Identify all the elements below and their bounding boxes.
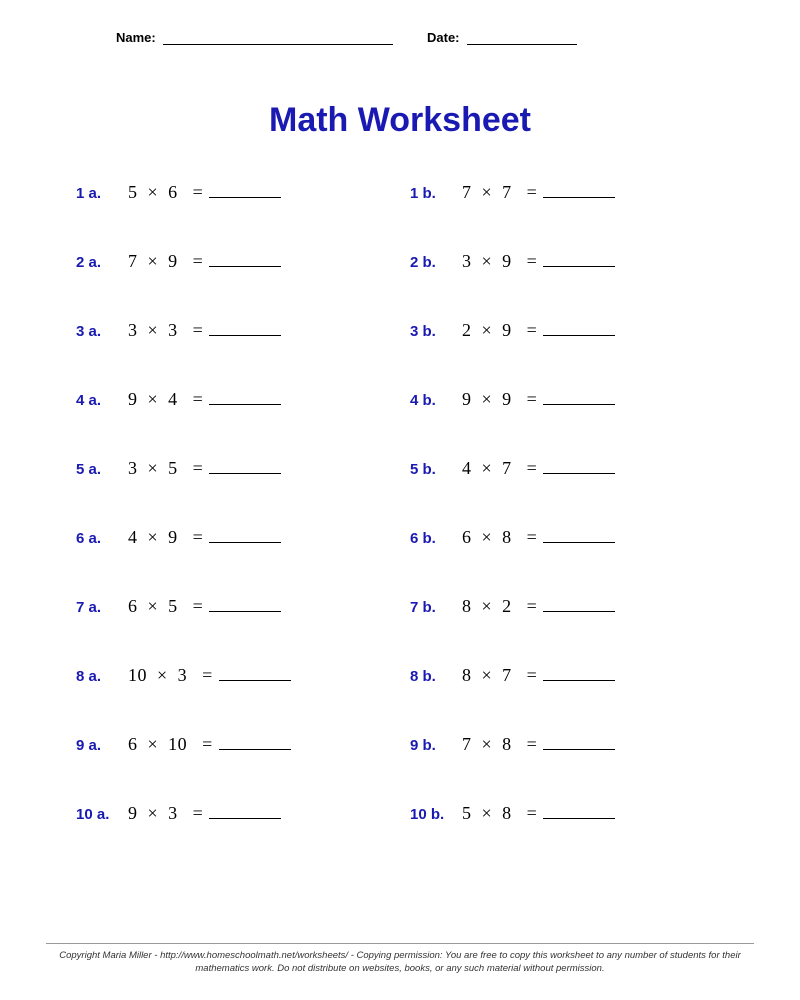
problem-label: 4 a. (76, 392, 128, 409)
worksheet-title: Math Worksheet (56, 101, 744, 140)
header-fields: Name: Date: (56, 30, 744, 45)
problem-expression: 3 × 9 = (462, 251, 537, 272)
problem-expression: 9 × 4 = (128, 389, 203, 410)
answer-blank[interactable] (209, 473, 281, 474)
problem-item: 1 b.7 × 7 = (410, 182, 744, 203)
problem-row: 9 a.6 × 10 =9 b.7 × 8 = (76, 734, 744, 755)
answer-blank[interactable] (543, 542, 615, 543)
answer-blank[interactable] (543, 473, 615, 474)
problem-item: 9 a.6 × 10 = (76, 734, 410, 755)
problem-label: 4 b. (410, 392, 462, 409)
problem-row: 7 a.6 × 5 =7 b.8 × 2 = (76, 596, 744, 617)
problem-label: 10 a. (76, 806, 128, 823)
problem-label: 6 a. (76, 530, 128, 547)
date-input-line[interactable] (467, 44, 577, 45)
problem-item: 6 b.6 × 8 = (410, 527, 744, 548)
problem-row: 4 a.9 × 4 =4 b.9 × 9 = (76, 389, 744, 410)
answer-blank[interactable] (209, 818, 281, 819)
problem-label: 7 b. (410, 599, 462, 616)
problem-expression: 7 × 9 = (128, 251, 203, 272)
problem-expression: 4 × 7 = (462, 458, 537, 479)
problem-item: 5 b.4 × 7 = (410, 458, 744, 479)
answer-blank[interactable] (543, 749, 615, 750)
problem-label: 10 b. (410, 806, 462, 823)
copyright-footer: Copyright Maria Miller - http://www.home… (46, 943, 754, 976)
problem-row: 6 a.4 × 9 =6 b.6 × 8 = (76, 527, 744, 548)
problem-row: 5 a.3 × 5 =5 b.4 × 7 = (76, 458, 744, 479)
worksheet-page: Name: Date: Math Worksheet 1 a.5 × 6 =1 … (0, 0, 800, 1000)
problem-label: 1 b. (410, 185, 462, 202)
problem-item: 9 b.7 × 8 = (410, 734, 744, 755)
problem-expression: 2 × 9 = (462, 320, 537, 341)
problem-label: 3 a. (76, 323, 128, 340)
problem-item: 10 a.9 × 3 = (76, 803, 410, 824)
answer-blank[interactable] (209, 542, 281, 543)
problem-expression: 3 × 3 = (128, 320, 203, 341)
problem-expression: 6 × 8 = (462, 527, 537, 548)
problem-label: 7 a. (76, 599, 128, 616)
problem-row: 1 a.5 × 6 =1 b.7 × 7 = (76, 182, 744, 203)
problem-expression: 8 × 7 = (462, 665, 537, 686)
problem-item: 1 a.5 × 6 = (76, 182, 410, 203)
name-input-line[interactable] (163, 44, 393, 45)
problem-label: 5 b. (410, 461, 462, 478)
problem-item: 5 a.3 × 5 = (76, 458, 410, 479)
problem-label: 2 a. (76, 254, 128, 271)
problem-item: 2 b.3 × 9 = (410, 251, 744, 272)
problem-item: 8 b.8 × 7 = (410, 665, 744, 686)
answer-blank[interactable] (543, 680, 615, 681)
problems-grid: 1 a.5 × 6 =1 b.7 × 7 =2 a.7 × 9 =2 b.3 ×… (56, 182, 744, 824)
problem-expression: 9 × 3 = (128, 803, 203, 824)
problem-item: 7 a.6 × 5 = (76, 596, 410, 617)
problem-row: 10 a.9 × 3 =10 b.5 × 8 = (76, 803, 744, 824)
problem-label: 1 a. (76, 185, 128, 202)
answer-blank[interactable] (543, 197, 615, 198)
problem-expression: 4 × 9 = (128, 527, 203, 548)
answer-blank[interactable] (209, 335, 281, 336)
problem-expression: 6 × 5 = (128, 596, 203, 617)
answer-blank[interactable] (209, 266, 281, 267)
problem-item: 6 a.4 × 9 = (76, 527, 410, 548)
answer-blank[interactable] (543, 818, 615, 819)
problem-expression: 6 × 10 = (128, 734, 213, 755)
problem-expression: 5 × 6 = (128, 182, 203, 203)
date-label: Date: (427, 30, 460, 45)
problem-expression: 9 × 9 = (462, 389, 537, 410)
problem-label: 8 a. (76, 668, 128, 685)
name-label: Name: (116, 30, 156, 45)
problem-item: 10 b.5 × 8 = (410, 803, 744, 824)
problem-item: 7 b.8 × 2 = (410, 596, 744, 617)
problem-label: 8 b. (410, 668, 462, 685)
problem-item: 4 a.9 × 4 = (76, 389, 410, 410)
answer-blank[interactable] (543, 404, 615, 405)
answer-blank[interactable] (209, 197, 281, 198)
problem-item: 3 a.3 × 3 = (76, 320, 410, 341)
problem-label: 5 a. (76, 461, 128, 478)
problem-row: 8 a.10 × 3 =8 b.8 × 7 = (76, 665, 744, 686)
problem-label: 9 a. (76, 737, 128, 754)
answer-blank[interactable] (543, 266, 615, 267)
problem-expression: 10 × 3 = (128, 665, 213, 686)
answer-blank[interactable] (543, 335, 615, 336)
problem-row: 3 a.3 × 3 =3 b.2 × 9 = (76, 320, 744, 341)
problem-item: 4 b.9 × 9 = (410, 389, 744, 410)
problem-label: 6 b. (410, 530, 462, 547)
problem-row: 2 a.7 × 9 =2 b.3 × 9 = (76, 251, 744, 272)
problem-expression: 3 × 5 = (128, 458, 203, 479)
problem-item: 2 a.7 × 9 = (76, 251, 410, 272)
problem-expression: 7 × 8 = (462, 734, 537, 755)
problem-expression: 7 × 7 = (462, 182, 537, 203)
answer-blank[interactable] (219, 680, 291, 681)
answer-blank[interactable] (209, 404, 281, 405)
answer-blank[interactable] (209, 611, 281, 612)
problem-expression: 5 × 8 = (462, 803, 537, 824)
answer-blank[interactable] (543, 611, 615, 612)
problem-item: 3 b.2 × 9 = (410, 320, 744, 341)
answer-blank[interactable] (219, 749, 291, 750)
problem-item: 8 a.10 × 3 = (76, 665, 410, 686)
problem-label: 9 b. (410, 737, 462, 754)
problem-label: 3 b. (410, 323, 462, 340)
problem-expression: 8 × 2 = (462, 596, 537, 617)
problem-label: 2 b. (410, 254, 462, 271)
